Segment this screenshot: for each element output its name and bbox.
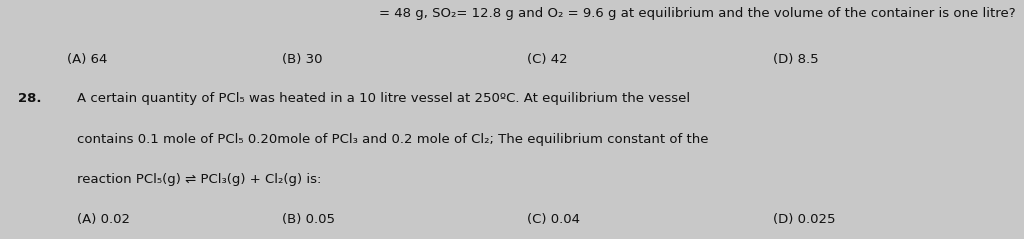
Text: (D) 8.5: (D) 8.5 xyxy=(773,53,819,65)
Text: (A) 0.02: (A) 0.02 xyxy=(77,213,130,226)
Text: reaction PCl₅(g) ⇌ PCl₃(g) + Cl₂(g) is:: reaction PCl₅(g) ⇌ PCl₃(g) + Cl₂(g) is: xyxy=(77,173,322,186)
Text: contains 0.1 mole of PCl₅ 0.20mole of PCl₃ and 0.2 mole of Cl₂; The equilibrium : contains 0.1 mole of PCl₅ 0.20mole of PC… xyxy=(77,133,709,146)
Text: (B) 30: (B) 30 xyxy=(282,53,323,65)
Text: 28.: 28. xyxy=(18,92,42,105)
Text: = 48 g, SO₂= 12.8 g and O₂ = 9.6 g at equilibrium and the volume of the containe: = 48 g, SO₂= 12.8 g and O₂ = 9.6 g at eq… xyxy=(379,7,1016,20)
Text: (C) 0.04: (C) 0.04 xyxy=(527,213,581,226)
Text: (A) 64: (A) 64 xyxy=(67,53,106,65)
Text: (B) 0.05: (B) 0.05 xyxy=(282,213,335,226)
Text: (D) 0.025: (D) 0.025 xyxy=(773,213,836,226)
Text: (C) 42: (C) 42 xyxy=(527,53,568,65)
Text: A certain quantity of PCl₅ was heated in a 10 litre vessel at 250ºC. At equilibr: A certain quantity of PCl₅ was heated in… xyxy=(77,92,690,105)
